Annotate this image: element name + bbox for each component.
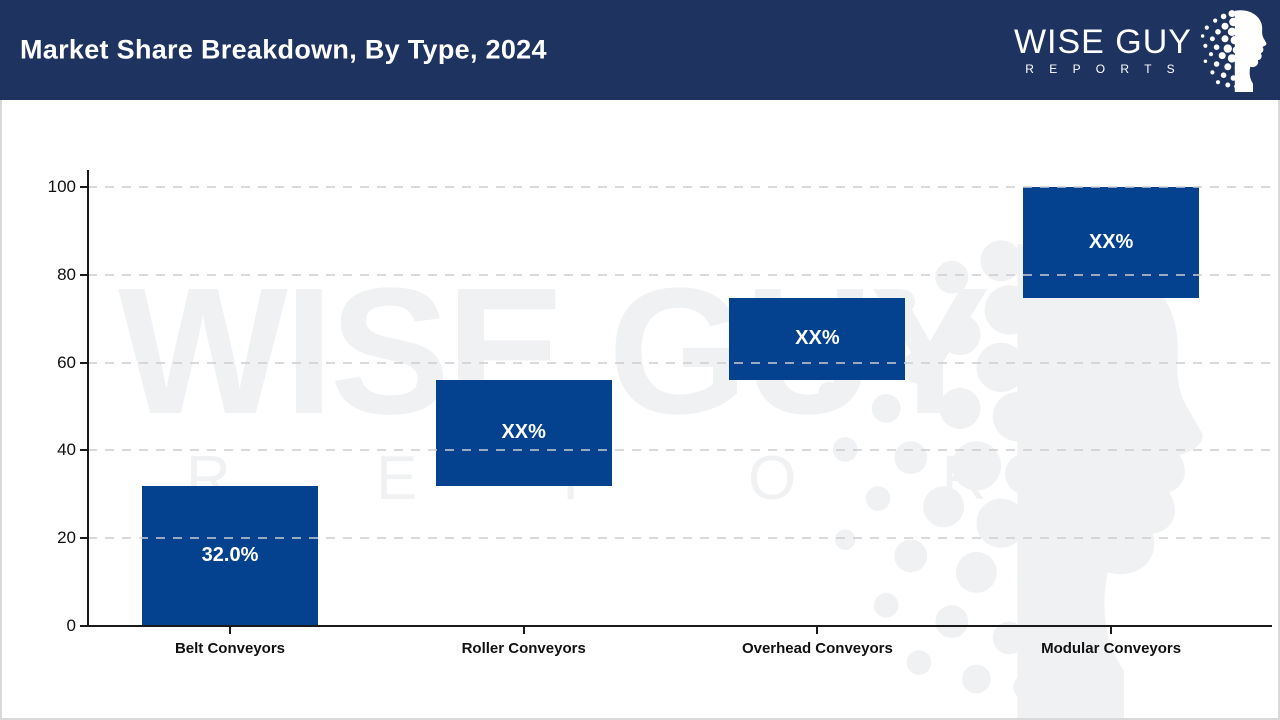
page-title: Market Share Breakdown, By Type, 2024 <box>20 34 547 65</box>
wiseguy-logo-text: WISE GUY R E P O R T S <box>1013 22 1192 77</box>
y-tick-label: 0 <box>66 616 76 635</box>
y-tick-mark <box>80 273 88 276</box>
x-axis-line <box>87 625 1272 627</box>
x-tick-mark <box>229 626 231 634</box>
gridline-40 <box>88 449 1272 452</box>
page-border-bottom <box>0 718 1280 720</box>
y-tick-label: 40 <box>57 440 76 460</box>
y-tick-label: 60 <box>57 352 76 372</box>
page-border-right <box>1278 100 1280 720</box>
gridline-80 <box>88 273 1272 276</box>
bar-overhead-conveyors: XX% <box>729 297 906 381</box>
gridline-20 <box>88 537 1272 540</box>
y-tick-mark <box>80 361 88 364</box>
bar-value-label: XX% <box>795 327 840 350</box>
y-tick-label: 100 <box>47 177 76 196</box>
gridline-60 <box>88 361 1272 364</box>
bar-roller-conveyors: XX% <box>435 380 612 486</box>
y-tick-mark <box>80 625 88 627</box>
bar-belt-conveyors: 32.0% <box>142 485 318 626</box>
x-tick-mark <box>1110 626 1113 634</box>
x-tick-mark <box>816 626 819 634</box>
x-category-label: Modular Conveyors <box>1041 640 1182 657</box>
y-tick-mark <box>80 537 88 540</box>
header-bar: Market Share Breakdown, By Type, 2024 WI… <box>0 0 1280 100</box>
wiseguy-logo: WISE GUY R E P O R T S <box>1014 6 1268 94</box>
gridline-100 <box>88 186 1272 188</box>
bar-modular-conveyors: XX% <box>1023 187 1200 298</box>
y-axis-line <box>87 170 89 627</box>
logo-wordmark: WISE GUY <box>1013 22 1192 61</box>
x-category-label: Belt Conveyors <box>174 640 286 657</box>
x-category-label: Roller Conveyors <box>461 640 586 657</box>
y-tick-mark <box>80 449 88 452</box>
x-tick-mark <box>522 626 525 634</box>
wiseguy-head-icon <box>1200 10 1267 92</box>
bar-value-label: XX% <box>501 421 546 444</box>
y-tick-label: 80 <box>57 264 76 284</box>
y-tick-mark <box>80 186 88 188</box>
logo-subtitle: R E P O R T S <box>1025 62 1181 77</box>
x-category-label: Overhead Conveyors <box>741 640 893 657</box>
bar-value-label: XX% <box>1088 230 1134 253</box>
page-border-left <box>0 100 2 720</box>
bar-value-label: 32.0% <box>201 544 259 567</box>
y-tick-label: 20 <box>57 528 76 548</box>
